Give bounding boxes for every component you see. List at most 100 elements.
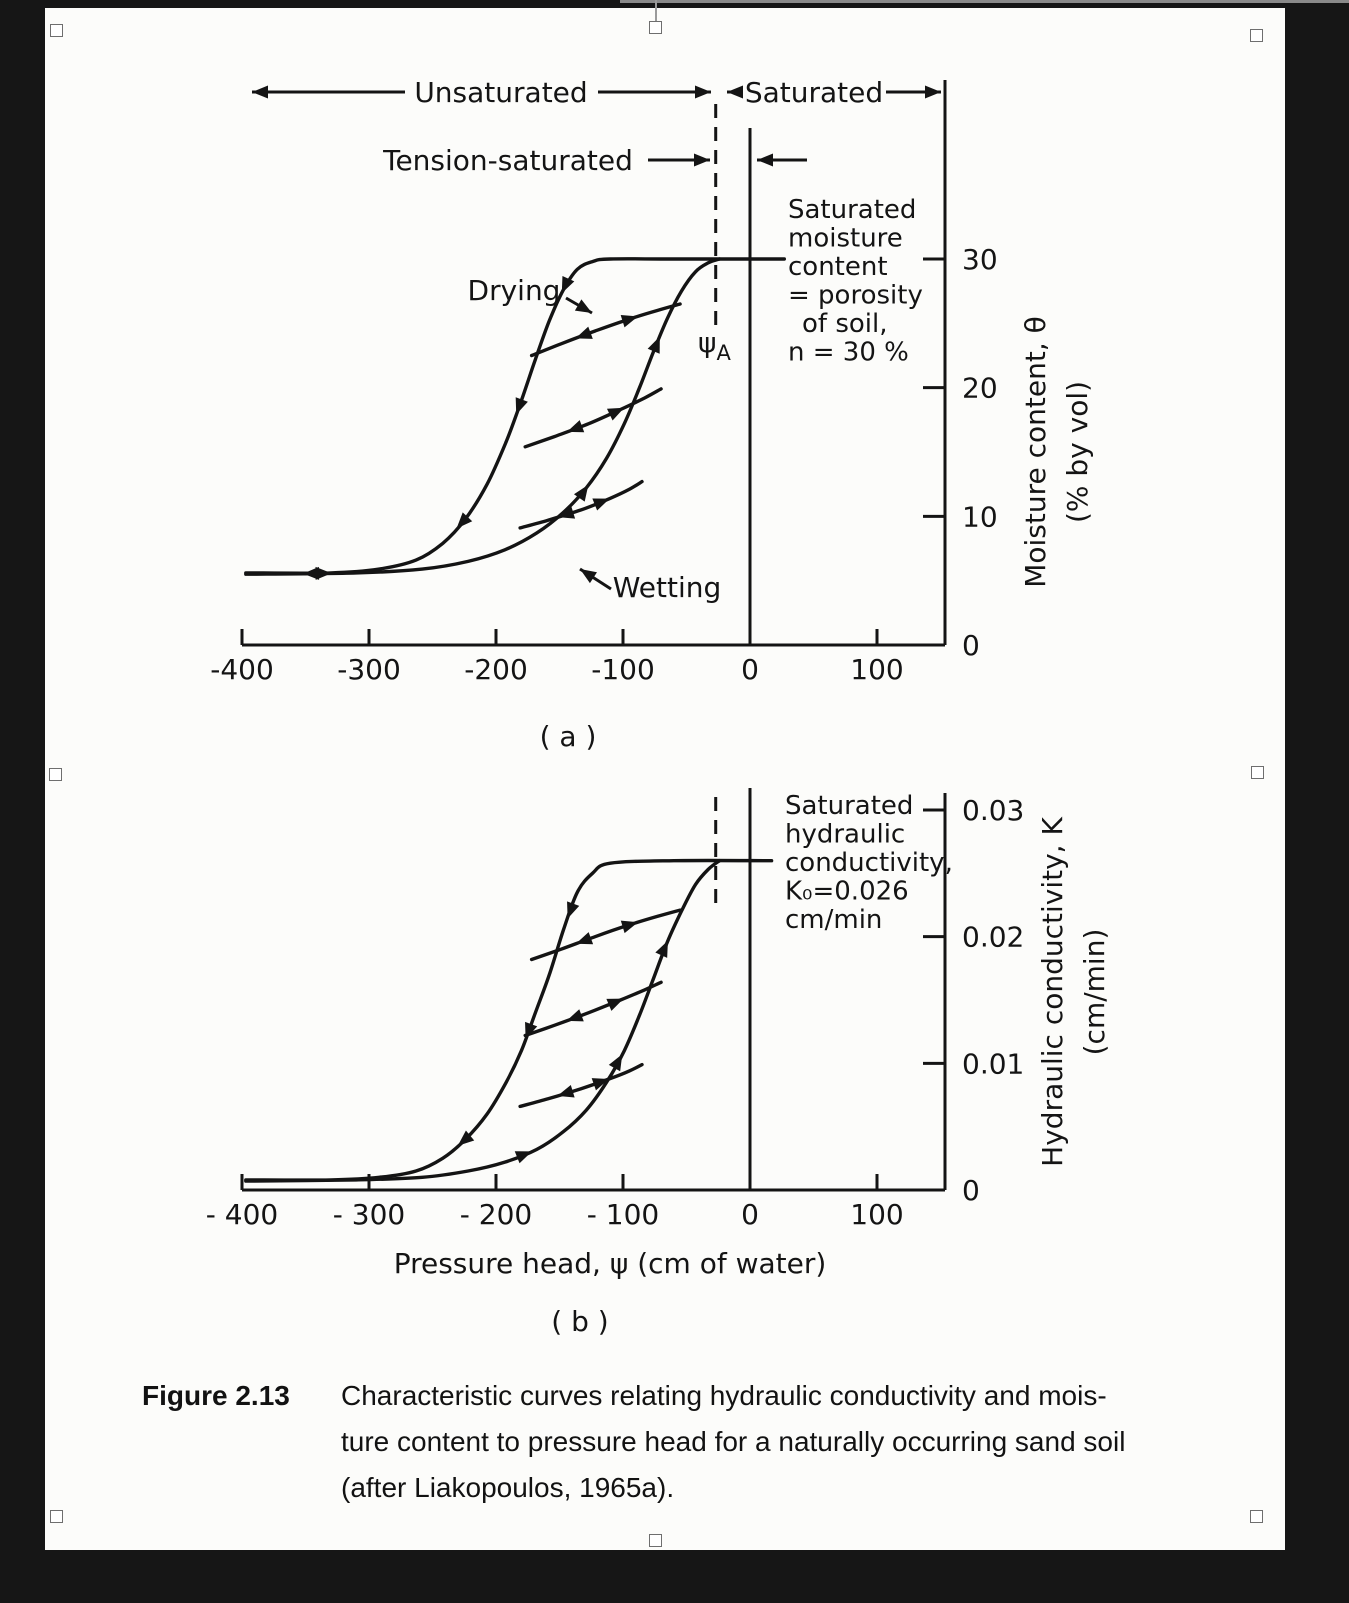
- curve-scanning-3: [518, 479, 644, 530]
- arrowhead: [575, 932, 594, 945]
- x-tick-label: - 100: [587, 1198, 659, 1231]
- x-tick-label: -100: [591, 653, 655, 686]
- curve-scanning-2: [523, 387, 663, 449]
- y-axis-units-a: (% by vol): [1061, 381, 1094, 523]
- selection-handle-middle-left[interactable]: [49, 768, 62, 781]
- y-axis-label-b: Hydraulic conductivity, K: [1036, 817, 1069, 1167]
- panel-a-label: ( a ): [540, 720, 597, 753]
- y-axis-units-b: (cm/min): [1078, 929, 1111, 1056]
- arrowhead: [566, 420, 585, 433]
- x-tick-label: -300: [337, 653, 401, 686]
- figure-caption-line-1: Characteristic curves relating hydraulic…: [341, 1380, 1107, 1411]
- arrowhead: [557, 1085, 575, 1098]
- arrowhead: [575, 326, 593, 339]
- arrowhead: [561, 275, 575, 294]
- arrowhead: [608, 1054, 623, 1072]
- curve-scanning-2: [523, 980, 663, 1038]
- figure-caption: Figure 2.13 Characteristic curves relati…: [142, 1373, 1125, 1511]
- saturated-block-line: of soil,: [802, 309, 888, 339]
- saturated-zone-label: Saturated: [745, 76, 883, 109]
- arrowhead: [252, 85, 268, 99]
- saturated-block-line: content: [788, 252, 888, 282]
- curve-wetting-boundary: [244, 859, 722, 1183]
- arrowhead: [647, 336, 660, 354]
- arrowhead: [757, 153, 773, 167]
- saturated-block-line: = porosity: [788, 281, 923, 311]
- arrowhead: [655, 940, 668, 958]
- x-tick-label: - 400: [206, 1198, 278, 1231]
- x-tick-label: - 200: [460, 1198, 532, 1231]
- arrowhead: [620, 920, 639, 934]
- curve-wetting-boundary: [244, 257, 722, 576]
- y-tick-label: 0.02: [962, 921, 1024, 954]
- x-tick-label: - 300: [333, 1198, 405, 1231]
- arrowhead: [573, 484, 589, 502]
- saturated-block-line: conductivity,: [785, 848, 953, 878]
- saturated-block-line: Saturated: [788, 195, 916, 225]
- psi-symbol: ψ: [698, 326, 716, 359]
- x-tick-label: 100: [850, 1198, 903, 1231]
- y-tick-label: 0: [962, 1174, 980, 1207]
- selection-handle-bottom-center[interactable]: [649, 1534, 662, 1547]
- arrowhead: [574, 299, 592, 313]
- arrowhead: [727, 85, 743, 99]
- arrowhead: [925, 85, 941, 99]
- curve-scanning-1: [529, 908, 682, 962]
- arrowhead: [592, 498, 610, 511]
- saturated-block-line: cm/min: [785, 905, 882, 935]
- psi-subscript: A: [716, 341, 731, 365]
- wetting-label: Wetting: [613, 571, 722, 604]
- y-tick-label: 30: [962, 243, 998, 276]
- selection-handle-middle-right[interactable]: [1251, 766, 1264, 779]
- arrowhead: [566, 1009, 584, 1022]
- x-tick-label: 100: [850, 653, 903, 686]
- arrowhead: [694, 153, 710, 167]
- y-tick-label: 20: [962, 372, 998, 405]
- panel-b-label: ( b ): [551, 1305, 608, 1338]
- y-axis-label-a: Moisture content, θ: [1019, 316, 1052, 588]
- selection-handle-top-left[interactable]: [50, 24, 63, 37]
- saturated-block-line: Saturated: [785, 791, 913, 821]
- psi-a-label: ψA: [698, 326, 731, 365]
- rotation-handle-line: [655, 0, 657, 24]
- arrowhead: [514, 1151, 533, 1164]
- x-tick-label: 0: [741, 1198, 759, 1231]
- document-page: [45, 8, 1285, 1550]
- x-tick-label: 0: [741, 653, 759, 686]
- curve-scanning-3: [518, 1062, 644, 1109]
- arrowhead: [315, 566, 332, 580]
- curve-drying-boundary: [244, 858, 774, 1182]
- curve-scanning-1: [529, 302, 682, 358]
- selection-handle-bottom-right[interactable]: [1250, 1510, 1263, 1523]
- y-tick-label: 0: [962, 629, 980, 662]
- y-tick-label: 10: [962, 500, 998, 533]
- x-tick-label: -200: [464, 653, 528, 686]
- y-tick-label: 0.03: [962, 794, 1024, 827]
- figure-caption-label: Figure 2.13: [142, 1380, 290, 1411]
- figure-caption-line-2: ture content to pressure head for a natu…: [341, 1426, 1126, 1457]
- arrowhead: [456, 512, 473, 529]
- drying-label: Drying: [468, 274, 561, 307]
- arrowhead: [606, 998, 624, 1011]
- tension-saturated-label: Tension-saturated: [382, 144, 633, 177]
- y-tick-label: 0.01: [962, 1047, 1024, 1080]
- x-axis-label-b: Pressure head, ψ (cm of water): [394, 1247, 827, 1280]
- saturated-block-line: hydraulic: [785, 820, 905, 850]
- figure-caption-line-3: (after Liakopoulos, 1965a).: [341, 1472, 675, 1503]
- selection-handle-bottom-left[interactable]: [50, 1510, 63, 1523]
- arrowhead: [457, 1130, 475, 1146]
- arrowhead: [580, 569, 597, 584]
- arrowhead: [515, 397, 528, 415]
- selection-handle-top-center[interactable]: [649, 21, 662, 34]
- viewport-top-edge: [620, 0, 1349, 3]
- selection-handle-top-right[interactable]: [1250, 29, 1263, 42]
- arrowhead: [606, 407, 625, 421]
- arrowhead: [567, 901, 580, 919]
- arrowhead: [695, 85, 711, 99]
- x-tick-label: -400: [210, 653, 274, 686]
- arrowhead: [620, 314, 638, 328]
- saturated-block-line: moisture: [788, 224, 903, 254]
- saturated-block-line: n = 30 %: [788, 338, 909, 368]
